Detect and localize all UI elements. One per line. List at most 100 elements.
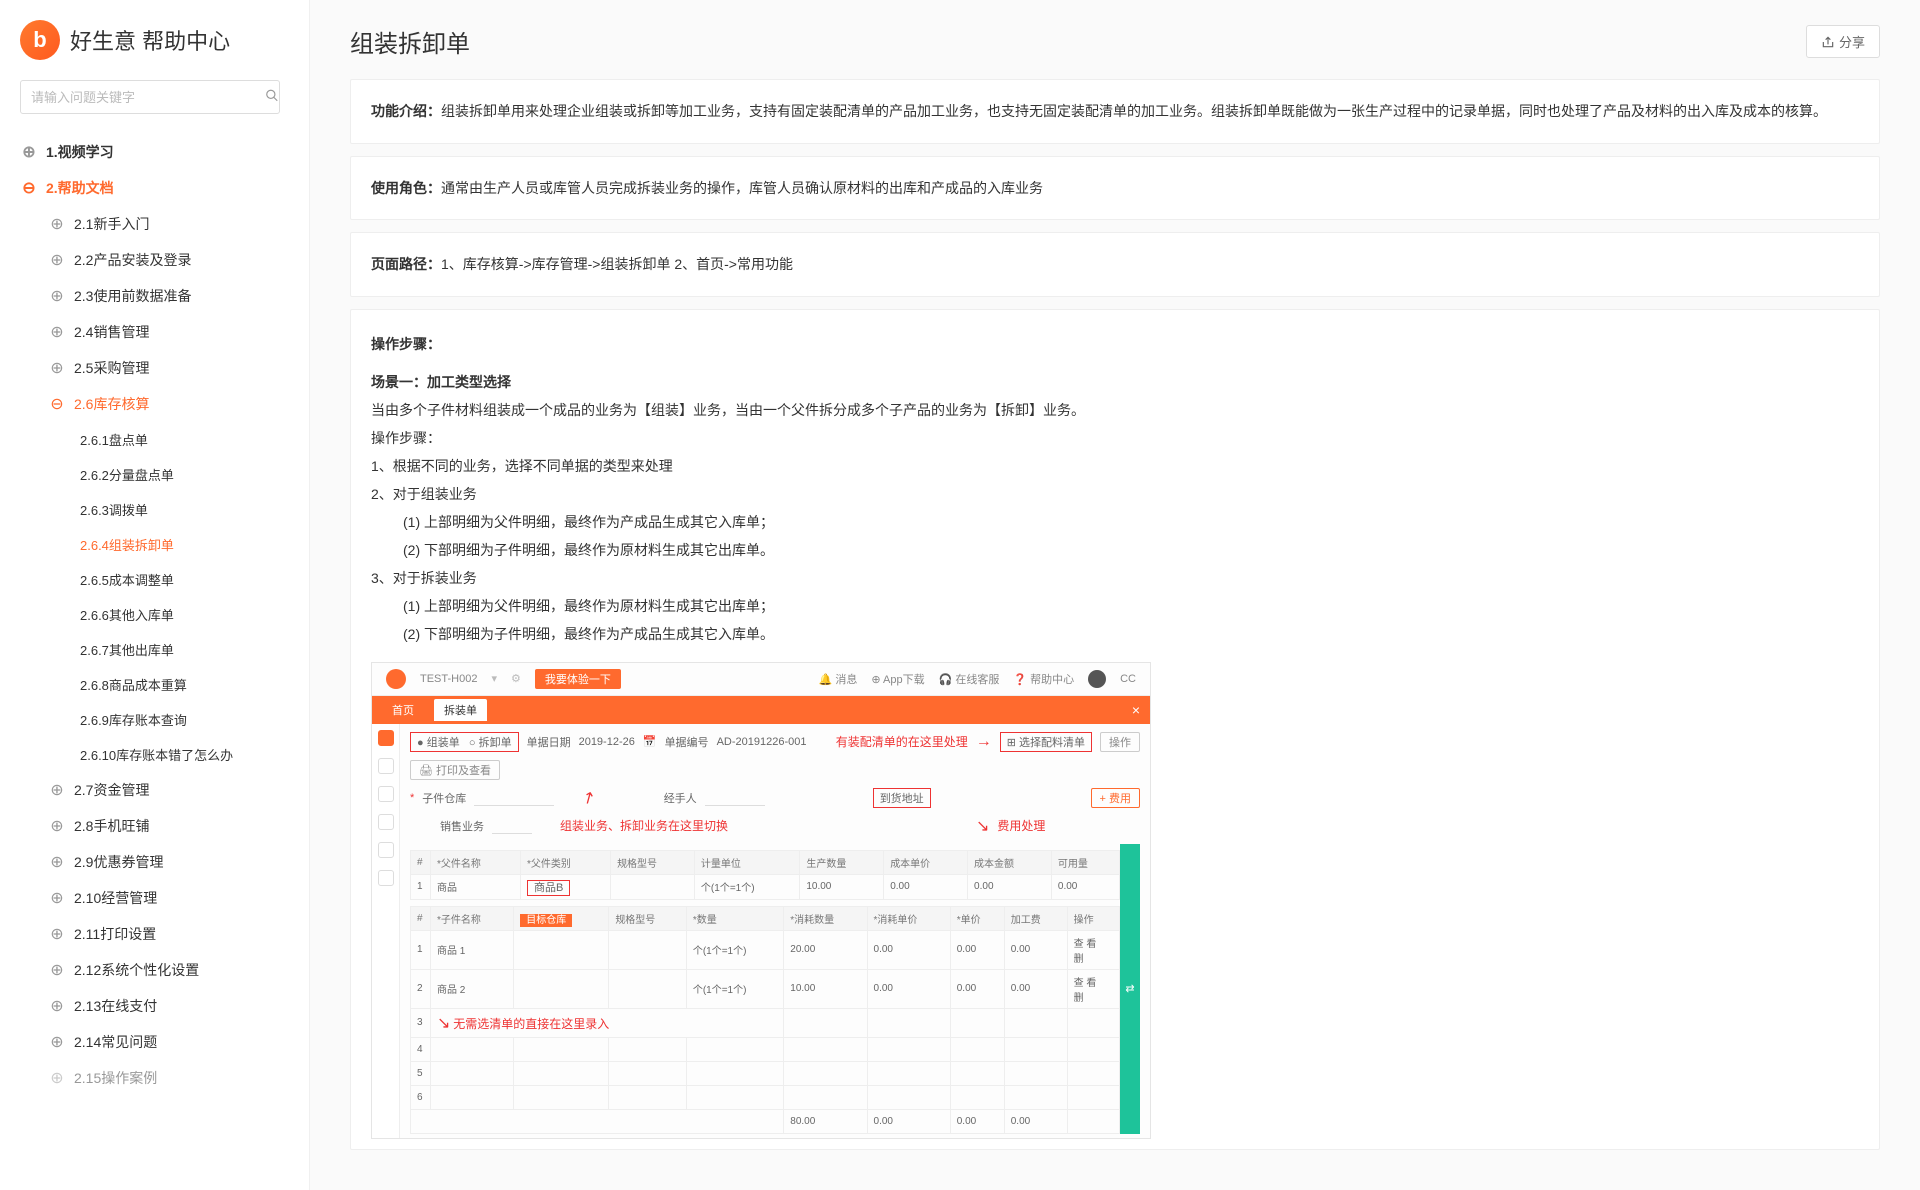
menu-icon xyxy=(378,870,394,886)
ss-tab-current: 拆装单 xyxy=(434,699,487,721)
page-title: 组装拆卸单 xyxy=(350,24,470,59)
embedded-screenshot: TEST-H002 ▾ ⚙ 我要体验一下 🔔 消息 ⊕ App下载 🎧 在线客服… xyxy=(371,662,1151,1139)
ss-side-handle: ⇄ xyxy=(1120,844,1140,1134)
step1: 1、根据不同的业务，选择不同单据的类型来处理 xyxy=(371,452,1859,480)
step2-1: (1) 上部明细为父件明细，最终作为产成品生成其它入库单； xyxy=(371,508,1859,536)
plus-icon: ⊕ xyxy=(48,1069,66,1087)
sidebar: b 好生意 帮助中心 ⊕1.视频学习 ⊖2.帮助文档 ⊕2.1新手入门 ⊕2.2… xyxy=(0,0,310,1190)
search-icon[interactable] xyxy=(265,89,279,106)
nav-2-9[interactable]: ⊕2.9优惠券管理 xyxy=(20,844,299,880)
nav-2-11[interactable]: ⊕2.11打印设置 xyxy=(20,916,299,952)
plus-icon: ⊕ xyxy=(48,215,66,233)
logo-text: 好生意 帮助中心 xyxy=(70,24,230,56)
menu-icon xyxy=(378,758,394,774)
plus-icon: ⊕ xyxy=(48,853,66,871)
ss-type-assemble: ● 组装单 ○ 拆卸单 xyxy=(410,732,519,752)
nav-2-1[interactable]: ⊕2.1新手入门 xyxy=(20,206,299,242)
nav-help-docs[interactable]: ⊖2.帮助文档 xyxy=(20,170,299,206)
sub-steps-label: 操作步骤： xyxy=(371,424,1859,452)
ss-parent-table: #*父件名称*父件类别规格型号计量单位生产数量成本单价成本金额可用量 1商品商品… xyxy=(410,850,1120,900)
share-icon xyxy=(1821,35,1835,49)
plus-icon: ⊕ xyxy=(20,143,38,161)
search-input[interactable] xyxy=(20,80,280,114)
step2: 2、对于组装业务 xyxy=(371,480,1859,508)
ss-tenant: TEST-H002 xyxy=(420,673,477,685)
menu-icon xyxy=(378,842,394,858)
search-box xyxy=(20,80,299,114)
step3: 3、对于拆装业务 xyxy=(371,564,1859,592)
ss-top-icons: 🔔 消息 ⊕ App下载 🎧 在线客服 ❓ 帮助中心 CC xyxy=(819,670,1136,688)
ss-tabs: 首页 拆装单 × xyxy=(372,696,1150,724)
path-label: 页面路径： xyxy=(371,256,441,272)
role-label: 使用角色： xyxy=(371,180,441,196)
nav-2-6-2[interactable]: 2.6.2分量盘点单 xyxy=(20,457,299,492)
main-content: 组装拆卸单 分享 功能介绍：组装拆卸单用来处理企业组装或拆卸等加工业务，支持有固… xyxy=(310,0,1920,1190)
plus-icon: ⊕ xyxy=(48,889,66,907)
nav-video-learning[interactable]: ⊕1.视频学习 xyxy=(20,134,299,170)
plus-icon: ⊕ xyxy=(48,323,66,341)
plus-icon: ⊕ xyxy=(48,925,66,943)
intro-label: 功能介绍： xyxy=(371,103,441,119)
nav-2-6-7[interactable]: 2.6.7其他出库单 xyxy=(20,632,299,667)
step3-1: (1) 上部明细为父件明细，最终作为原材料生成其它出库单； xyxy=(371,592,1859,620)
nav-2-8[interactable]: ⊕2.8手机旺铺 xyxy=(20,808,299,844)
nav-2-6-8[interactable]: 2.6.8商品成本重算 xyxy=(20,667,299,702)
step2-2: (2) 下部明细为子件明细，最终作为原材料生成其它出库单。 xyxy=(371,536,1859,564)
nav-2-5[interactable]: ⊕2.5采购管理 xyxy=(20,350,299,386)
home-icon xyxy=(378,730,394,746)
share-button[interactable]: 分享 xyxy=(1806,25,1880,58)
steps-label: 操作步骤： xyxy=(371,330,1859,358)
nav-2-6-1[interactable]: 2.6.1盘点单 xyxy=(20,422,299,457)
nav-2-6-10[interactable]: 2.6.10库存账本错了怎么办 xyxy=(20,737,299,772)
logo: b 好生意 帮助中心 xyxy=(20,20,299,60)
plus-icon: ⊕ xyxy=(48,287,66,305)
nav-2-6-3[interactable]: 2.6.3调拨单 xyxy=(20,492,299,527)
nav-2-6-9[interactable]: 2.6.9库存账本查询 xyxy=(20,702,299,737)
ss-annot-switch: 组装业务、拆卸业务在这里切换 xyxy=(560,817,728,834)
nav-2-6-4[interactable]: 2.6.4组装拆卸单 xyxy=(20,527,299,562)
nav-2-4[interactable]: ⊕2.4销售管理 xyxy=(20,314,299,350)
nav-2-14[interactable]: ⊕2.14常见问题 xyxy=(20,1024,299,1060)
avatar-icon xyxy=(1088,670,1106,688)
logo-icon: b xyxy=(20,20,60,60)
nav-2-15[interactable]: ⊕2.15操作案例 xyxy=(20,1060,299,1096)
plus-icon: ⊕ xyxy=(48,817,66,835)
scene1-title: 场景一：加工类型选择 xyxy=(371,368,1859,396)
nav-2-2[interactable]: ⊕2.2产品安装及登录 xyxy=(20,242,299,278)
ss-leftbar xyxy=(372,724,400,1138)
plus-icon: ⊕ xyxy=(48,359,66,377)
menu-icon xyxy=(378,786,394,802)
plus-icon: ⊕ xyxy=(48,961,66,979)
plus-icon: ⊕ xyxy=(48,997,66,1015)
plus-icon: ⊕ xyxy=(48,781,66,799)
plus-icon: ⊕ xyxy=(48,251,66,269)
nav-2-13[interactable]: ⊕2.13在线支付 xyxy=(20,988,299,1024)
nav-2-12[interactable]: ⊕2.12系统个性化设置 xyxy=(20,952,299,988)
plus-icon: ⊕ xyxy=(48,1033,66,1051)
path-card: 页面路径：1、库存核算->库存管理->组装拆卸单 2、首页->常用功能 xyxy=(350,232,1880,297)
ss-body: ● 组装单 ○ 拆卸单 单据日期 2019-12-26 📅 单据编号 AD-20… xyxy=(400,724,1150,1138)
scene1-desc: 当由多个子件材料组装成一个成品的业务为【组装】业务，当由一个父件拆分成多个子产品… xyxy=(371,396,1859,424)
ss-topbar: TEST-H002 ▾ ⚙ 我要体验一下 🔔 消息 ⊕ App下载 🎧 在线客服… xyxy=(372,663,1150,696)
close-icon: × xyxy=(1132,702,1140,718)
ss-logo-icon xyxy=(386,669,406,689)
minus-icon: ⊖ xyxy=(20,179,38,197)
nav-2-6-6[interactable]: 2.6.6其他入库单 xyxy=(20,597,299,632)
role-card: 使用角色：通常由生产人员或库管人员完成拆装业务的操作，库管人员确认原材料的出库和… xyxy=(350,156,1880,221)
step3-2: (2) 下部明细为子件明细，最终作为产成品生成其它入库单。 xyxy=(371,620,1859,648)
nav-2-10[interactable]: ⊕2.10经营管理 xyxy=(20,880,299,916)
nav-2-6-5[interactable]: 2.6.5成本调整单 xyxy=(20,562,299,597)
nav-2-3[interactable]: ⊕2.3使用前数据准备 xyxy=(20,278,299,314)
intro-card: 功能介绍：组装拆卸单用来处理企业组装或拆卸等加工业务，支持有固定装配清单的产品加… xyxy=(350,79,1880,144)
menu-icon xyxy=(378,814,394,830)
ss-tab-home: 首页 xyxy=(382,699,424,721)
minus-icon: ⊖ xyxy=(48,395,66,413)
nav-2-7[interactable]: ⊕2.7资金管理 xyxy=(20,772,299,808)
ss-trial-button: 我要体验一下 xyxy=(535,669,621,689)
path-text: 1、库存核算->库存管理->组装拆卸单 2、首页->常用功能 xyxy=(441,256,793,272)
steps-card: 操作步骤： 场景一：加工类型选择 当由多个子件材料组装成一个成品的业务为【组装】… xyxy=(350,309,1880,1150)
intro-text: 组装拆卸单用来处理企业组装或拆卸等加工业务，支持有固定装配清单的产品加工业务，也… xyxy=(441,103,1827,119)
ss-select-material: ⊞ 选择配料清单 xyxy=(1000,732,1092,752)
ss-child-table: #*子件名称目标仓库规格型号*数量*消耗数量*消耗单价*单价加工费操作 1商品 … xyxy=(410,906,1120,1134)
nav-2-6[interactable]: ⊖2.6库存核算 xyxy=(20,386,299,422)
